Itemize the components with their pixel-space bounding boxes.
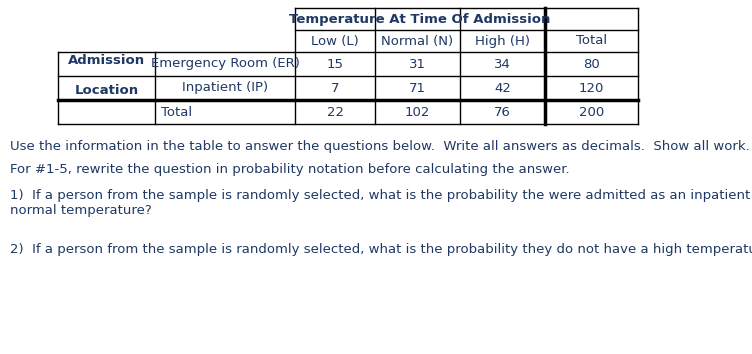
Text: 80: 80 <box>583 57 600 70</box>
Text: 31: 31 <box>409 57 426 70</box>
Text: For #1-5, rewrite the question in probability notation before calculating the an: For #1-5, rewrite the question in probab… <box>10 163 569 176</box>
Text: Use the information in the table to answer the questions below.  Write all answe: Use the information in the table to answ… <box>10 140 750 153</box>
Text: Inpatient (IP): Inpatient (IP) <box>182 81 268 95</box>
Text: Admission: Admission <box>68 55 145 68</box>
Text: Normal (N): Normal (N) <box>381 34 453 47</box>
Text: normal temperature?: normal temperature? <box>10 204 152 217</box>
Text: Emergency Room (ER): Emergency Room (ER) <box>150 57 299 70</box>
Text: Total: Total <box>576 34 607 47</box>
Text: 120: 120 <box>579 81 604 95</box>
Text: Total: Total <box>161 105 192 119</box>
Text: Temperature At Time Of Admission: Temperature At Time Of Admission <box>290 12 550 25</box>
Text: 7: 7 <box>331 81 339 95</box>
Text: 102: 102 <box>405 105 430 119</box>
Text: 200: 200 <box>579 105 604 119</box>
Text: 76: 76 <box>494 105 511 119</box>
Text: 71: 71 <box>409 81 426 95</box>
Text: 22: 22 <box>326 105 344 119</box>
Text: 2)  If a person from the sample is randomly selected, what is the probability th: 2) If a person from the sample is random… <box>10 243 752 256</box>
Text: 42: 42 <box>494 81 511 95</box>
Text: Low (L): Low (L) <box>311 34 359 47</box>
Text: 1)  If a person from the sample is randomly selected, what is the probability th: 1) If a person from the sample is random… <box>10 189 752 202</box>
Text: High (H): High (H) <box>475 34 530 47</box>
Text: 34: 34 <box>494 57 511 70</box>
Text: 15: 15 <box>326 57 344 70</box>
Text: Location: Location <box>74 85 138 97</box>
